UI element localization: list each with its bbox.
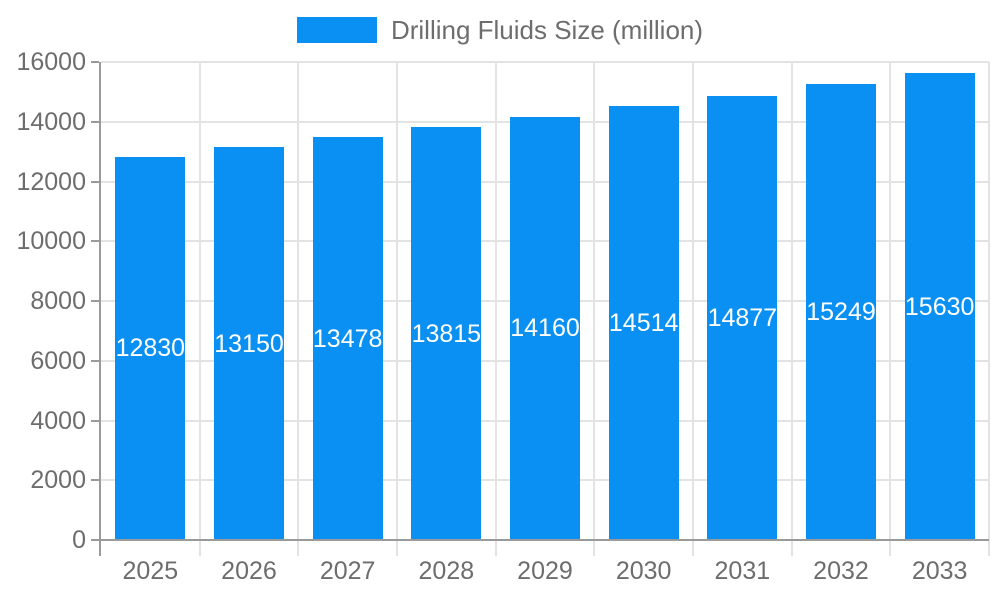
- bar-value-label: 13815: [411, 319, 482, 348]
- y-tick: [91, 61, 99, 63]
- x-gridline: [889, 62, 892, 556]
- y-tick: [91, 300, 99, 302]
- x-tick-label: 2032: [813, 557, 869, 585]
- y-tick: [91, 419, 99, 422]
- bar-value-label: 13150: [214, 329, 284, 358]
- x-gridline: [988, 62, 990, 556]
- y-tick-label: 8000: [30, 287, 86, 315]
- bar-value-label: 15630: [904, 292, 975, 321]
- x-tick-label: 2030: [615, 557, 672, 585]
- bar-value-label: 12830: [115, 334, 186, 363]
- x-tick-label: 2028: [418, 557, 475, 585]
- y-tick-label: 4000: [30, 406, 86, 435]
- y-tick: [91, 359, 99, 362]
- x-gridline: [198, 62, 201, 556]
- y-tick: [91, 180, 99, 183]
- bar[interactable]: 15249: [806, 84, 876, 540]
- y-tick: [91, 120, 99, 123]
- x-tick-label: 2027: [319, 557, 376, 585]
- x-tick-label: 2026: [221, 557, 277, 585]
- y-tick-label: 16000: [16, 48, 86, 76]
- y-gridline: [101, 61, 989, 63]
- x-gridline: [297, 62, 300, 556]
- x-tick-label: 2033: [911, 557, 968, 585]
- bar[interactable]: 13815: [411, 127, 482, 540]
- bar[interactable]: 13150: [214, 147, 284, 540]
- bar-value-label: 14877: [707, 303, 778, 332]
- x-gridline: [692, 62, 694, 556]
- y-tick: [91, 539, 99, 541]
- x-tick-label: 2031: [714, 557, 771, 585]
- legend-swatch-icon[interactable]: [296, 17, 377, 43]
- x-gridline: [396, 62, 398, 556]
- y-tick-label: 2000: [30, 466, 86, 495]
- legend[interactable]: Drilling Fluids Size (million): [0, 16, 1000, 44]
- legend-label: Drilling Fluids Size (million): [390, 15, 704, 45]
- x-tick-label: 2029: [517, 557, 573, 585]
- x-gridline: [593, 62, 596, 556]
- bar-value-label: 15249: [806, 298, 876, 327]
- bar-value-label: 14514: [608, 309, 679, 338]
- y-tick: [91, 479, 99, 482]
- y-axis-line: [99, 62, 101, 556]
- bar[interactable]: 13478: [312, 137, 383, 540]
- y-tick-label: 6000: [30, 346, 86, 375]
- y-tick-label: 10000: [16, 227, 86, 256]
- y-tick-label: 0: [72, 526, 86, 554]
- x-gridline: [494, 62, 497, 556]
- bar[interactable]: 14160: [510, 116, 580, 540]
- y-tick-label: 14000: [16, 107, 86, 136]
- x-axis-line: [101, 539, 989, 541]
- x-gridline: [790, 62, 793, 556]
- bar[interactable]: 14514: [608, 106, 679, 540]
- bar-value-label: 13478: [312, 324, 383, 353]
- bar[interactable]: 15630: [904, 73, 975, 540]
- y-tick-label: 12000: [16, 167, 86, 196]
- x-tick-label: 2025: [122, 557, 179, 585]
- y-tick: [91, 240, 99, 243]
- bar[interactable]: 12830: [115, 156, 186, 540]
- bar-value-label: 14160: [510, 314, 580, 343]
- bar[interactable]: 14877: [707, 95, 778, 540]
